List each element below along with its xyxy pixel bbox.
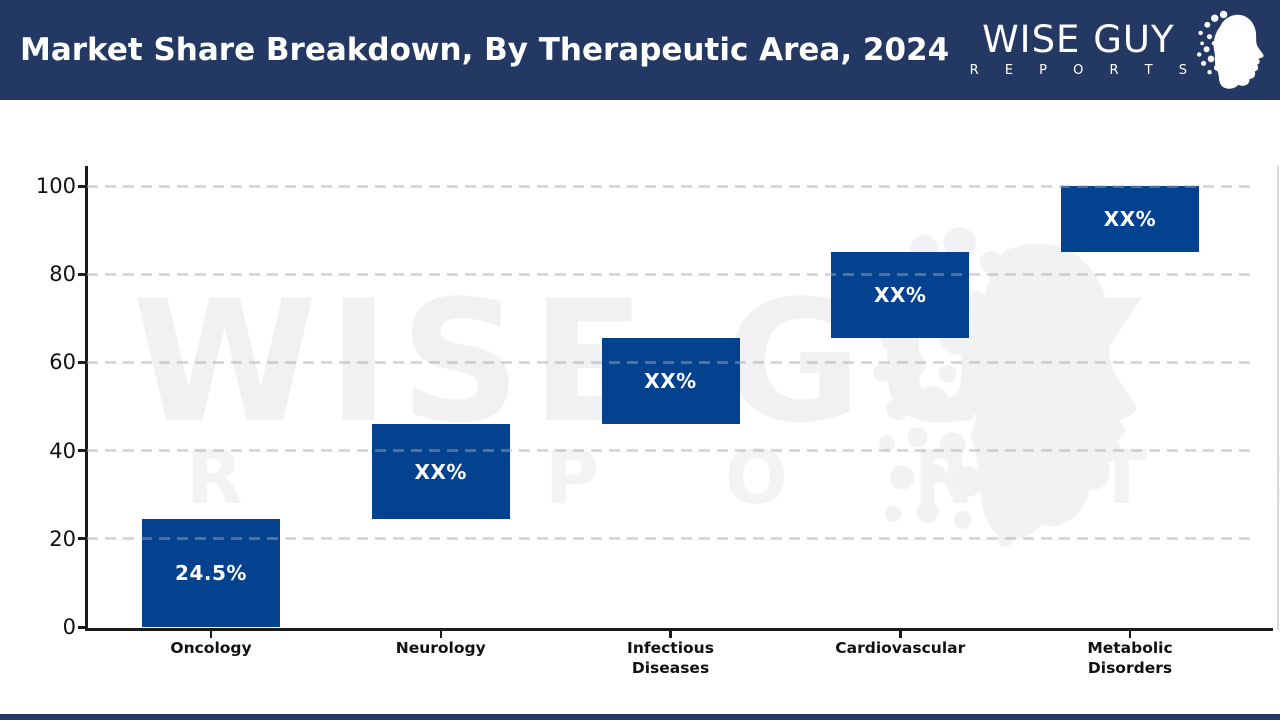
bar-cardiovascular: XX%	[831, 252, 970, 339]
dotted-head-profile-icon	[1196, 10, 1264, 89]
page-title: Market Share Breakdown, By Therapeutic A…	[20, 32, 950, 68]
y-tick-mark-40	[78, 449, 86, 453]
y-axis-line	[85, 166, 88, 630]
gridline-80	[87, 272, 1255, 276]
gridline-40	[87, 449, 1255, 453]
logo-text: WISE GUY R E P O R T S	[959, 20, 1198, 80]
header-bar: Market Share Breakdown, By Therapeutic A…	[0, 0, 1280, 100]
x-axis-label-3: Cardiovascular	[835, 639, 966, 657]
x-tick-mark-2	[669, 630, 672, 638]
y-tick-label-40: 40	[49, 438, 76, 463]
gridline-100	[87, 184, 1255, 188]
bar-value-label: XX%	[1103, 207, 1157, 232]
logo-subtitle: R E P O R T S	[969, 63, 1198, 78]
y-tick-label-60: 60	[49, 350, 76, 375]
x-tick-mark-0	[209, 630, 213, 638]
wise-guy-logo: WISE GUY R E P O R T S	[959, 0, 1268, 100]
x-axis-label-0: Oncology	[170, 639, 252, 657]
x-tick-mark-3	[899, 630, 902, 638]
right-spine	[1277, 166, 1279, 630]
y-tick-mark-20	[78, 537, 86, 541]
x-tick-mark-1	[439, 630, 442, 638]
footer-bar	[0, 714, 1280, 720]
y-tick-label-20: 20	[49, 526, 76, 551]
logo-wordmark: WISE GUY	[982, 18, 1175, 61]
y-tick-label-0: 0	[62, 615, 76, 639]
y-tick-mark-60	[78, 360, 86, 364]
gridline-20	[87, 537, 1255, 541]
bar-value-label: XX%	[644, 369, 697, 394]
x-tick-mark-4	[1128, 630, 1132, 638]
bar-infectious-diseases: XX%	[601, 338, 740, 425]
plot-area: 0 20 40 60 80 100 24.5% Oncology XX% Neurology XX%…	[0, 100, 1280, 714]
x-axis-label-2: Infectious Diseases	[627, 639, 714, 677]
bar-metabolic-disorders: XX%	[1061, 186, 1199, 253]
bar-value-label: XX%	[414, 459, 467, 484]
bar-neurology: XX%	[371, 424, 510, 519]
bar-value-label: XX%	[874, 283, 927, 308]
gridline-60	[87, 360, 1255, 364]
bar-value-label: 24.5%	[175, 560, 247, 585]
bar-oncology: 24.5%	[142, 518, 280, 627]
y-tick-mark-0	[78, 625, 86, 629]
x-axis-label-1: Neurology	[395, 639, 486, 657]
x-axis-label-4: Metabolic Disorders	[1087, 639, 1173, 677]
x-axis-line	[85, 627, 1273, 631]
y-tick-label-80: 80	[49, 262, 76, 287]
y-tick-mark-80	[78, 272, 86, 276]
y-tick-mark-100	[78, 184, 86, 188]
y-tick-label-100: 100	[35, 174, 76, 198]
